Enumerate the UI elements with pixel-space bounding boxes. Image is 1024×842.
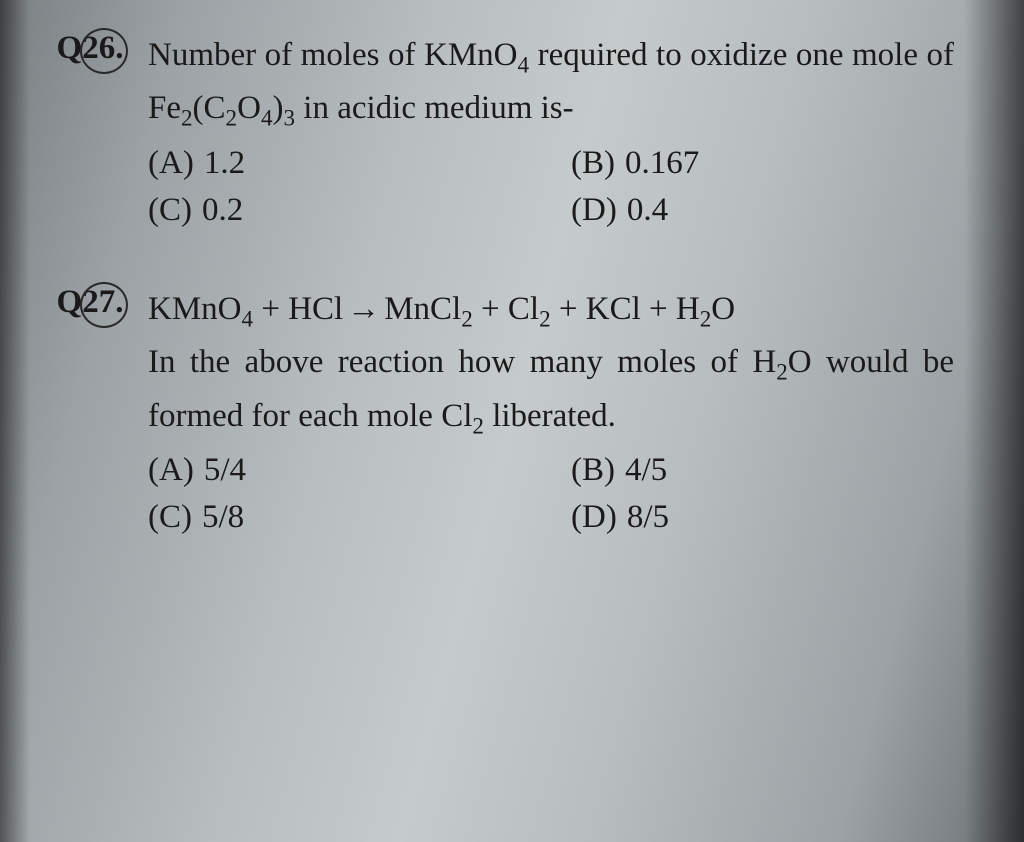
question-number-27: Q27. bbox=[50, 284, 130, 321]
option-27-B: (B) 4/5 bbox=[571, 452, 954, 489]
question-number-26: Q26. bbox=[50, 30, 130, 67]
option-26-D: (D) 0.4 bbox=[571, 192, 954, 229]
option-label: (B) bbox=[571, 452, 615, 489]
option-27-D: (D) 8/5 bbox=[571, 499, 954, 536]
q27-equation: KMnO4 + HCl → MnCl2 + Cl2 + KCl + H2O bbox=[148, 291, 735, 327]
question-text-26: Number of moles of KMnO4 required to oxi… bbox=[148, 30, 954, 137]
option-label: (A) bbox=[148, 145, 194, 182]
option-27-C: (C) 5/8 bbox=[148, 499, 531, 536]
q26-formula1: KMnO4 bbox=[424, 37, 529, 73]
page-shadow-right bbox=[964, 0, 1024, 842]
question-row: Q27. KMnO4 + HCl → MnCl2 + Cl2 + KCl + H… bbox=[50, 284, 954, 444]
q27-text-p3: liberated. bbox=[484, 398, 616, 434]
circle-overlay-icon bbox=[80, 28, 128, 74]
option-value: 0.4 bbox=[627, 192, 668, 229]
qnum-prefix: Q bbox=[57, 30, 83, 67]
question-27: Q27. KMnO4 + HCl → MnCl2 + Cl2 + KCl + H… bbox=[50, 284, 954, 536]
option-label: (B) bbox=[571, 145, 615, 182]
option-value: 0.167 bbox=[625, 145, 699, 182]
option-26-B: (B) 0.167 bbox=[571, 145, 954, 182]
option-value: 8/5 bbox=[627, 499, 669, 536]
options-27: (A) 5/4 (B) 4/5 (C) 5/8 (D) 8/5 bbox=[148, 452, 954, 536]
q26-formula2: Fe2(C2O4)3 bbox=[148, 90, 295, 126]
arrow-icon: → bbox=[343, 284, 384, 335]
option-label: (C) bbox=[148, 499, 192, 536]
circle-overlay-icon bbox=[80, 282, 128, 328]
option-label: (A) bbox=[148, 452, 194, 489]
option-26-A: (A) 1.2 bbox=[148, 145, 531, 182]
option-value: 1.2 bbox=[204, 145, 245, 182]
option-label: (D) bbox=[571, 192, 617, 229]
option-value: 5/4 bbox=[204, 452, 246, 489]
option-label: (D) bbox=[571, 499, 617, 536]
option-27-A: (A) 5/4 bbox=[148, 452, 531, 489]
question-26: Q26. Number of moles of KMnO4 required t… bbox=[50, 30, 954, 229]
option-value: 0.2 bbox=[202, 192, 243, 229]
q26-text-p2: required to oxidize one mole of bbox=[529, 37, 954, 73]
q27-cl2: Cl2 bbox=[441, 398, 484, 434]
option-value: 5/8 bbox=[202, 499, 244, 536]
question-row: Q26. Number of moles of KMnO4 required t… bbox=[50, 30, 954, 137]
q26-text-p1: Number of moles of bbox=[148, 37, 424, 73]
q26-text-p3: in acidic medium is- bbox=[295, 90, 574, 126]
option-26-C: (C) 0.2 bbox=[148, 192, 531, 229]
question-text-27: KMnO4 + HCl → MnCl2 + Cl2 + KCl + H2O In… bbox=[148, 284, 954, 444]
page-shadow-left bbox=[0, 0, 30, 842]
qnum-prefix: Q bbox=[57, 284, 83, 321]
option-label: (C) bbox=[148, 192, 192, 229]
options-26: (A) 1.2 (B) 0.167 (C) 0.2 (D) 0.4 bbox=[148, 145, 954, 229]
option-value: 4/5 bbox=[625, 452, 667, 489]
q27-text-p1: In the above reaction how many moles of bbox=[148, 344, 752, 380]
q27-h2o: H2O bbox=[752, 344, 811, 380]
